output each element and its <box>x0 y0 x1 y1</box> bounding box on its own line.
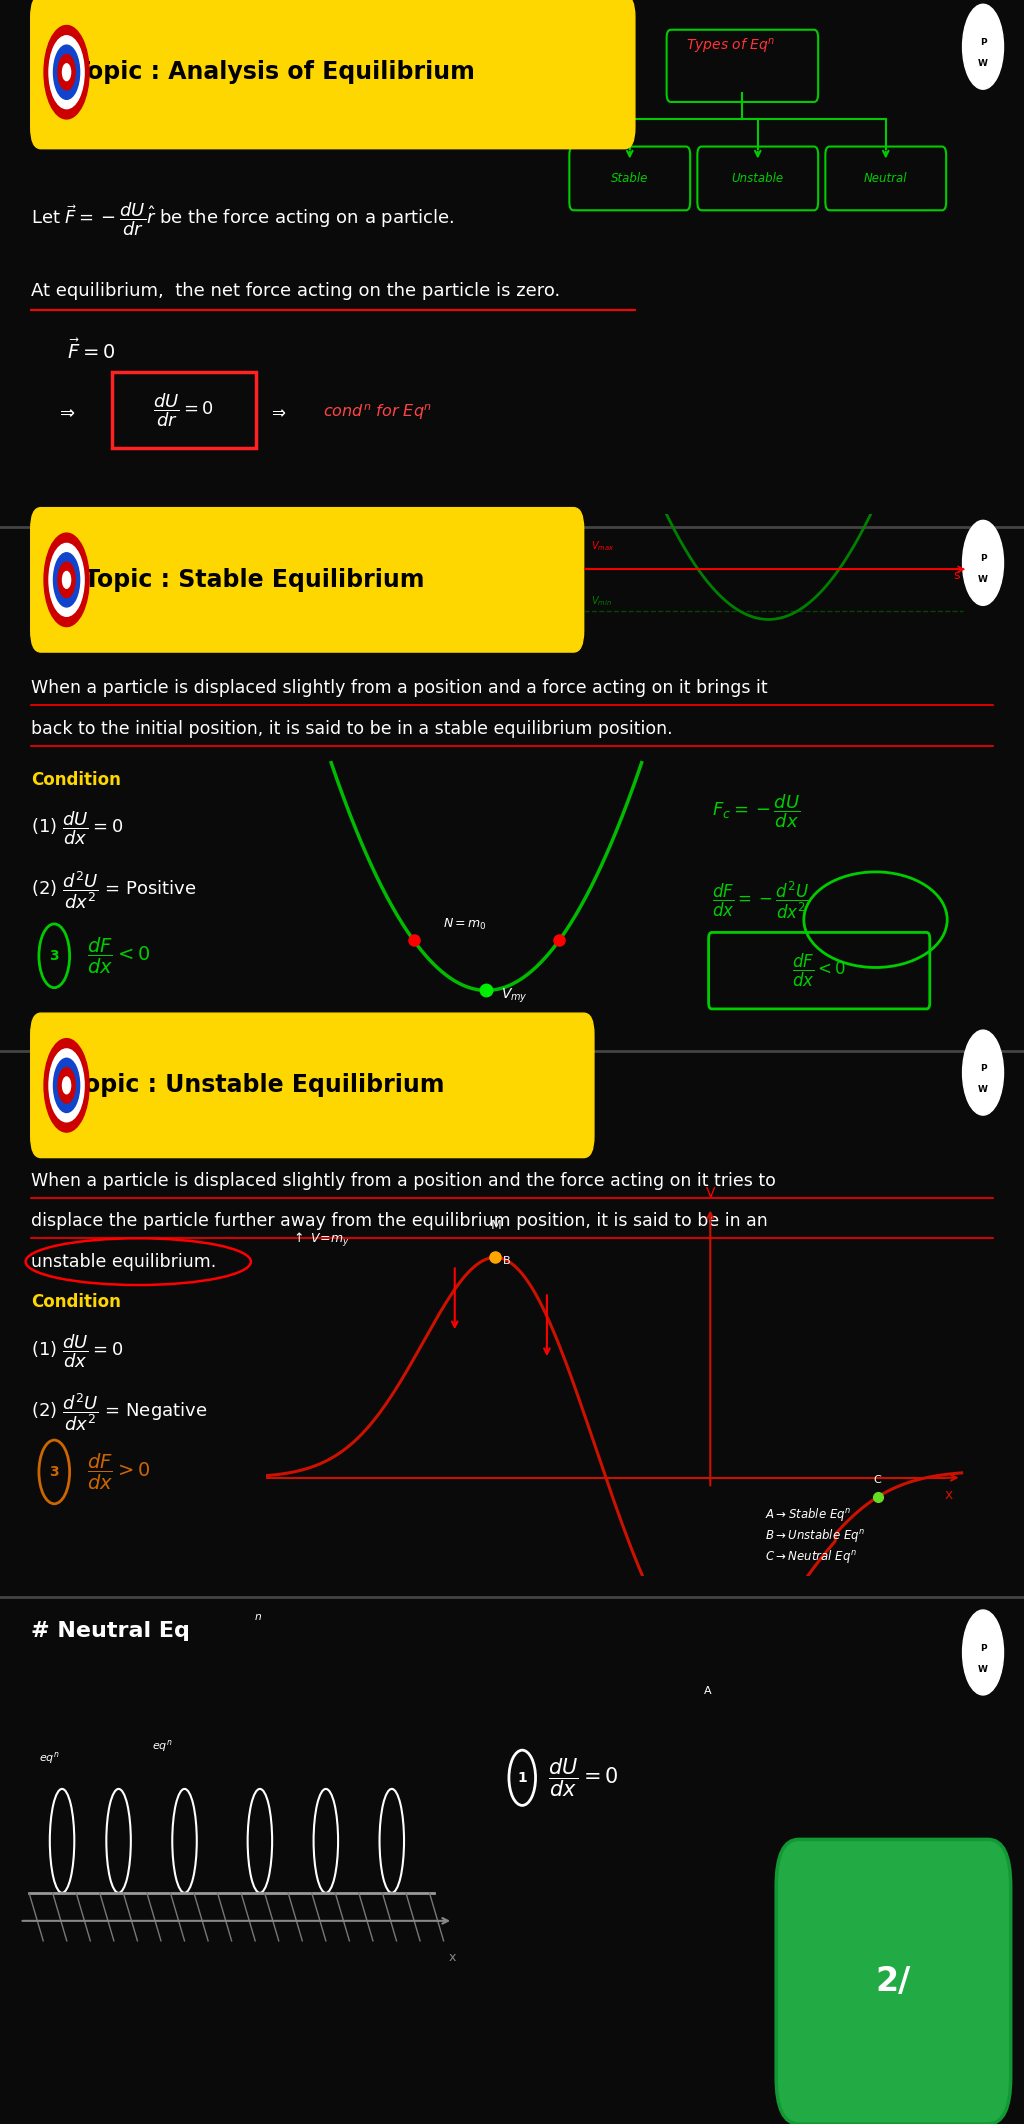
Text: unstable equilibrium.: unstable equilibrium. <box>31 1253 216 1270</box>
Text: B: B <box>504 1257 511 1266</box>
Text: 2/: 2/ <box>876 1965 910 1999</box>
Circle shape <box>44 1039 89 1132</box>
Text: Neutral: Neutral <box>864 172 907 185</box>
FancyBboxPatch shape <box>776 1839 1011 2124</box>
FancyBboxPatch shape <box>31 508 584 652</box>
Text: $\uparrow\ V\!=\!m_y$: $\uparrow\ V\!=\!m_y$ <box>292 1230 350 1249</box>
Text: 3: 3 <box>49 1466 59 1478</box>
Text: $\dfrac{dF}{dx} = -\dfrac{d^2U}{dx^2}$: $\dfrac{dF}{dx} = -\dfrac{d^2U}{dx^2}$ <box>712 879 809 922</box>
Text: P: P <box>980 1064 986 1073</box>
Text: $\Rightarrow$: $\Rightarrow$ <box>268 404 287 421</box>
Circle shape <box>58 55 75 89</box>
Circle shape <box>53 552 80 607</box>
Text: When a particle is displaced slightly from a position and a force acting on it b: When a particle is displaced slightly fr… <box>31 680 767 697</box>
Text: $\dfrac{dF}{dx} < 0$: $\dfrac{dF}{dx} < 0$ <box>792 952 847 990</box>
Text: back to the initial position, it is said to be in a stable equilibrium position.: back to the initial position, it is said… <box>31 720 673 737</box>
Text: $V_{max}$: $V_{max}$ <box>591 539 614 552</box>
Text: C: C <box>873 1474 882 1485</box>
Text: $\dfrac{dF}{dx} > 0$: $\dfrac{dF}{dx} > 0$ <box>87 1453 151 1491</box>
Circle shape <box>49 544 84 616</box>
Text: (1) $\dfrac{dU}{dx} = 0$: (1) $\dfrac{dU}{dx} = 0$ <box>31 1332 123 1370</box>
Text: When a particle is displaced slightly from a position and the force acting on it: When a particle is displaced slightly fr… <box>31 1172 775 1189</box>
Text: Stable: Stable <box>611 172 648 185</box>
Circle shape <box>53 1058 80 1113</box>
Text: $\dfrac{dF}{dx} < 0$: $\dfrac{dF}{dx} < 0$ <box>87 937 151 975</box>
Circle shape <box>963 1610 1004 1695</box>
Text: $C\rightarrow Neutral\ Eq^n$: $C\rightarrow Neutral\ Eq^n$ <box>765 1548 857 1565</box>
FancyBboxPatch shape <box>31 0 635 149</box>
Text: Unstable: Unstable <box>732 172 783 185</box>
Text: $\dfrac{dU}{dx} = 0$: $\dfrac{dU}{dx} = 0$ <box>548 1757 618 1799</box>
Text: $A\rightarrow Stable\ Eq^n$: $A\rightarrow Stable\ Eq^n$ <box>765 1506 851 1523</box>
Circle shape <box>963 1030 1004 1115</box>
Text: V: V <box>707 1185 716 1200</box>
Circle shape <box>62 64 71 81</box>
Text: $\mathit{Types\ of\ Eq^n}$: $\mathit{Types\ of\ Eq^n}$ <box>686 38 775 55</box>
Text: $B\rightarrow Unstable\ Eq^n$: $B\rightarrow Unstable\ Eq^n$ <box>765 1527 865 1544</box>
Text: $\dfrac{dU}{dr} = 0$: $\dfrac{dU}{dr} = 0$ <box>153 391 214 429</box>
Circle shape <box>44 533 89 627</box>
Text: W: W <box>978 576 988 584</box>
Text: (2) $\dfrac{d^2U}{dx^2}$ = Negative: (2) $\dfrac{d^2U}{dx^2}$ = Negative <box>31 1391 207 1434</box>
Text: Topic : Analysis of Equilibrium: Topic : Analysis of Equilibrium <box>74 59 475 85</box>
Text: $\mathit{cond^n\ for\ Eq^n}$: $\mathit{cond^n\ for\ Eq^n}$ <box>323 401 432 423</box>
Text: $N=m_0$: $N=m_0$ <box>442 918 486 932</box>
Text: P: P <box>980 554 986 563</box>
Text: W: W <box>978 59 988 68</box>
Text: Condition: Condition <box>31 1294 121 1311</box>
Text: s: s <box>953 569 959 582</box>
Text: W: W <box>978 1665 988 1674</box>
Text: $F_c = -\dfrac{dU}{dx}$: $F_c = -\dfrac{dU}{dx}$ <box>712 792 800 830</box>
Circle shape <box>49 36 84 108</box>
Text: 1: 1 <box>517 1771 527 1784</box>
Text: (2) $\dfrac{d^2U}{dx^2}$ = Positive: (2) $\dfrac{d^2U}{dx^2}$ = Positive <box>31 869 197 911</box>
Text: displace the particle further away from the equilibrium position, it is said to : displace the particle further away from … <box>31 1213 767 1230</box>
Text: Topic : Unstable Equilibrium: Topic : Unstable Equilibrium <box>72 1073 444 1098</box>
Circle shape <box>58 563 75 597</box>
Text: $V_{min}$: $V_{min}$ <box>591 595 612 607</box>
Text: x: x <box>449 1950 456 1965</box>
Text: Topic : Stable Equilibrium: Topic : Stable Equilibrium <box>84 567 424 593</box>
Text: $V_{my}$: $V_{my}$ <box>501 986 527 1005</box>
Text: $\Rightarrow$: $\Rightarrow$ <box>56 404 76 421</box>
Text: A: A <box>705 1686 712 1697</box>
Text: Let $\vec{F} = -\dfrac{dU}{dr}\hat{r}$ be the force acting on a particle.: Let $\vec{F} = -\dfrac{dU}{dr}\hat{r}$ b… <box>31 200 454 238</box>
Circle shape <box>963 520 1004 605</box>
Text: 3: 3 <box>49 949 59 962</box>
Text: $eq^n$: $eq^n$ <box>152 1737 172 1754</box>
Text: At equilibrium,  the net force acting on the particle is zero.: At equilibrium, the net force acting on … <box>31 282 560 299</box>
Text: P: P <box>980 1644 986 1652</box>
Text: Condition: Condition <box>31 771 121 788</box>
Circle shape <box>963 4 1004 89</box>
Text: P: P <box>980 38 986 47</box>
Text: $^n$: $^n$ <box>254 1612 262 1629</box>
FancyBboxPatch shape <box>31 1013 594 1158</box>
Circle shape <box>62 571 71 588</box>
Text: # Neutral Eq: # Neutral Eq <box>31 1621 189 1642</box>
Text: $\vec{F} = 0$: $\vec{F} = 0$ <box>67 338 115 363</box>
Text: x: x <box>945 1487 953 1502</box>
Circle shape <box>49 1049 84 1121</box>
Text: M: M <box>490 1219 502 1232</box>
Circle shape <box>58 1068 75 1102</box>
Text: W: W <box>978 1085 988 1094</box>
Text: (1) $\dfrac{dU}{dx} = 0$: (1) $\dfrac{dU}{dx} = 0$ <box>31 809 123 847</box>
Text: $eq^n$: $eq^n$ <box>39 1750 59 1765</box>
Circle shape <box>53 45 80 100</box>
Circle shape <box>44 25 89 119</box>
Circle shape <box>62 1077 71 1094</box>
